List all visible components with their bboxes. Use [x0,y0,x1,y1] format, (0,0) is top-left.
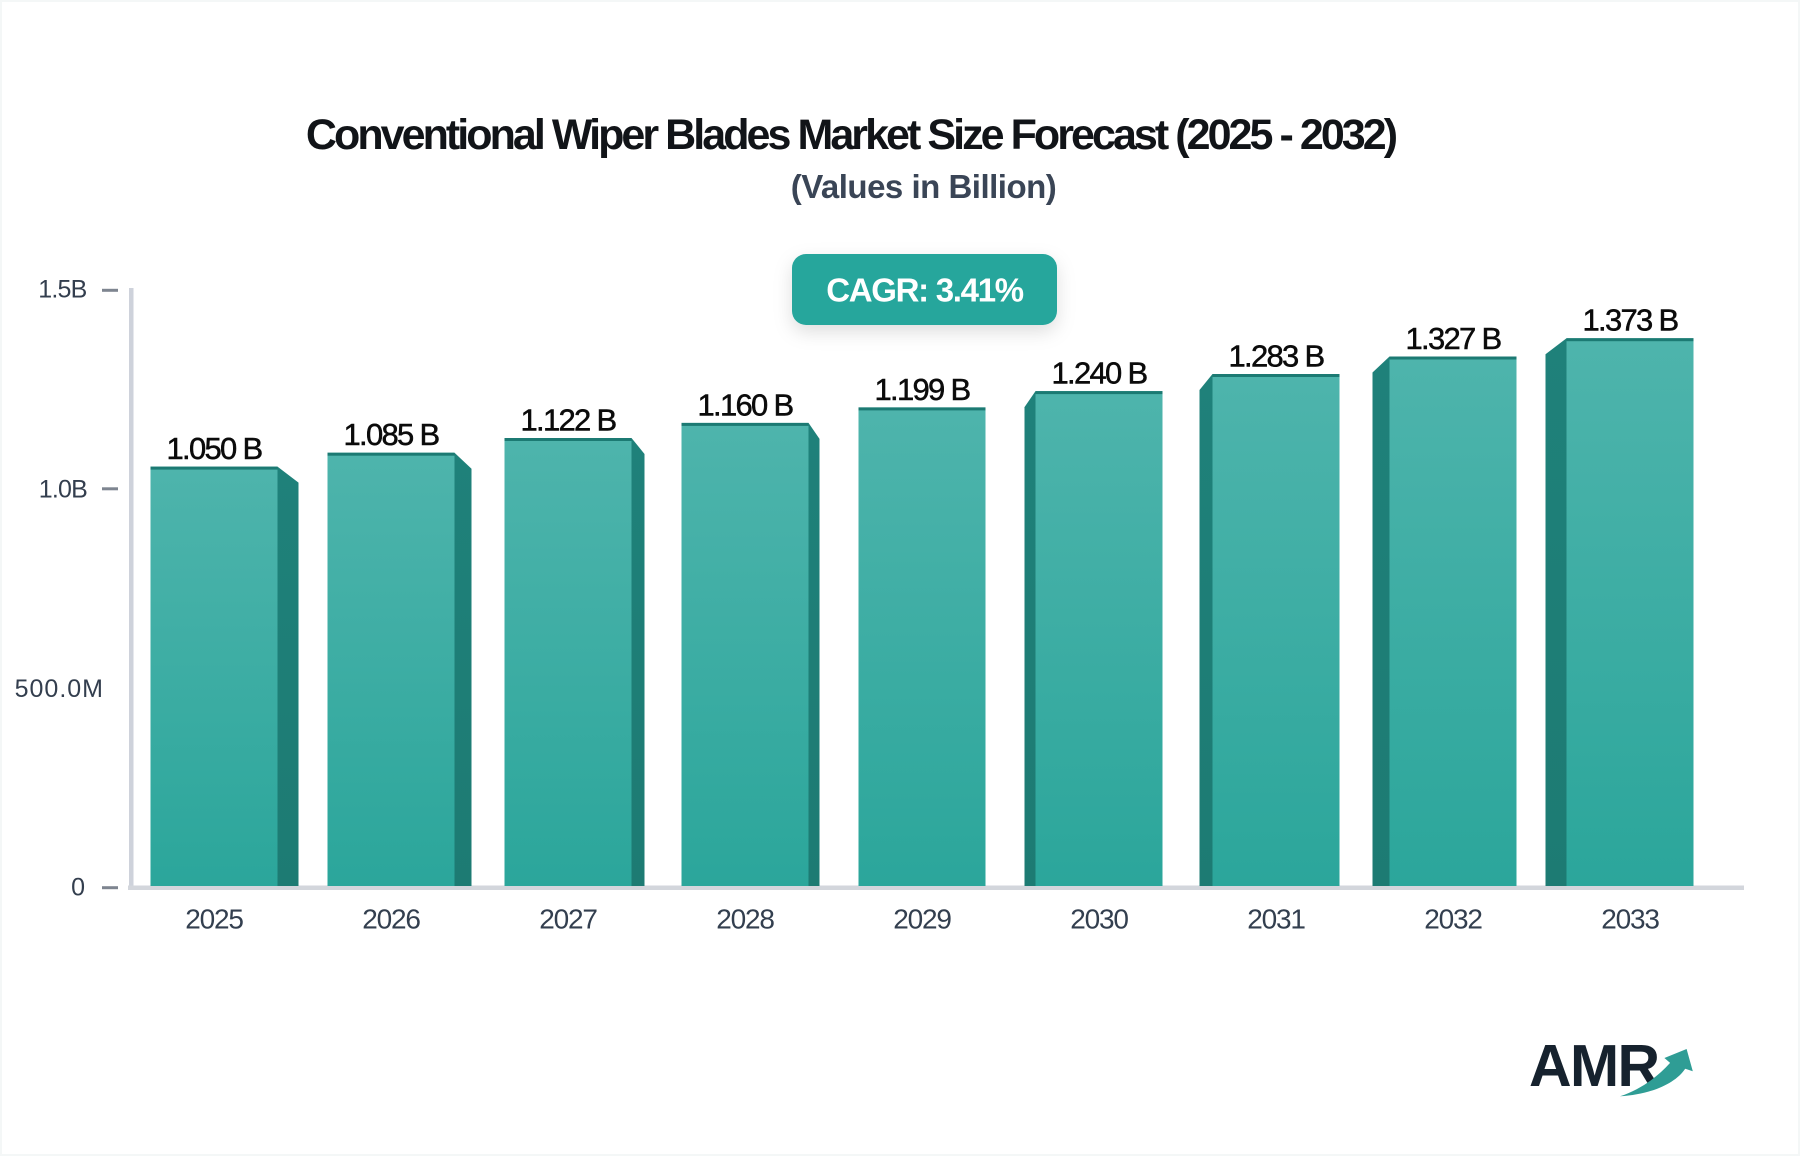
svg-text:2029: 2029 [893,904,951,935]
svg-text:1.0B: 1.0B [39,476,87,504]
svg-text:1.5B: 1.5B [38,276,86,304]
svg-text:1.199 B: 1.199 B [875,372,971,407]
svg-text:0: 0 [71,874,85,902]
svg-text:1.373 B: 1.373 B [1583,303,1679,338]
svg-text:500.0M: 500.0M [15,675,104,703]
svg-text:Conventional Wiper Blades Mark: Conventional Wiper Blades Market Size Fo… [306,111,1397,159]
svg-text:CAGR: 3.41%: CAGR: 3.41% [826,272,1024,309]
svg-text:2030: 2030 [1070,904,1128,935]
svg-text:1.122 B: 1.122 B [521,402,617,437]
svg-text:2027: 2027 [539,904,597,935]
svg-text:1.240 B: 1.240 B [1052,356,1148,391]
svg-text:2028: 2028 [716,904,774,935]
svg-text:1.050 B: 1.050 B [167,431,263,466]
svg-text:1.160 B: 1.160 B [698,387,794,422]
svg-text:1.327 B: 1.327 B [1406,321,1502,356]
svg-text:1.283 B: 1.283 B [1229,338,1325,373]
svg-text:(Values in Billion): (Values in Billion) [791,168,1057,205]
svg-text:2025: 2025 [185,904,243,935]
svg-text:2031: 2031 [1247,904,1305,935]
svg-text:2026: 2026 [362,904,420,935]
svg-text:2033: 2033 [1601,904,1659,935]
svg-text:1.085 B: 1.085 B [344,417,440,452]
svg-text:2032: 2032 [1424,904,1482,935]
